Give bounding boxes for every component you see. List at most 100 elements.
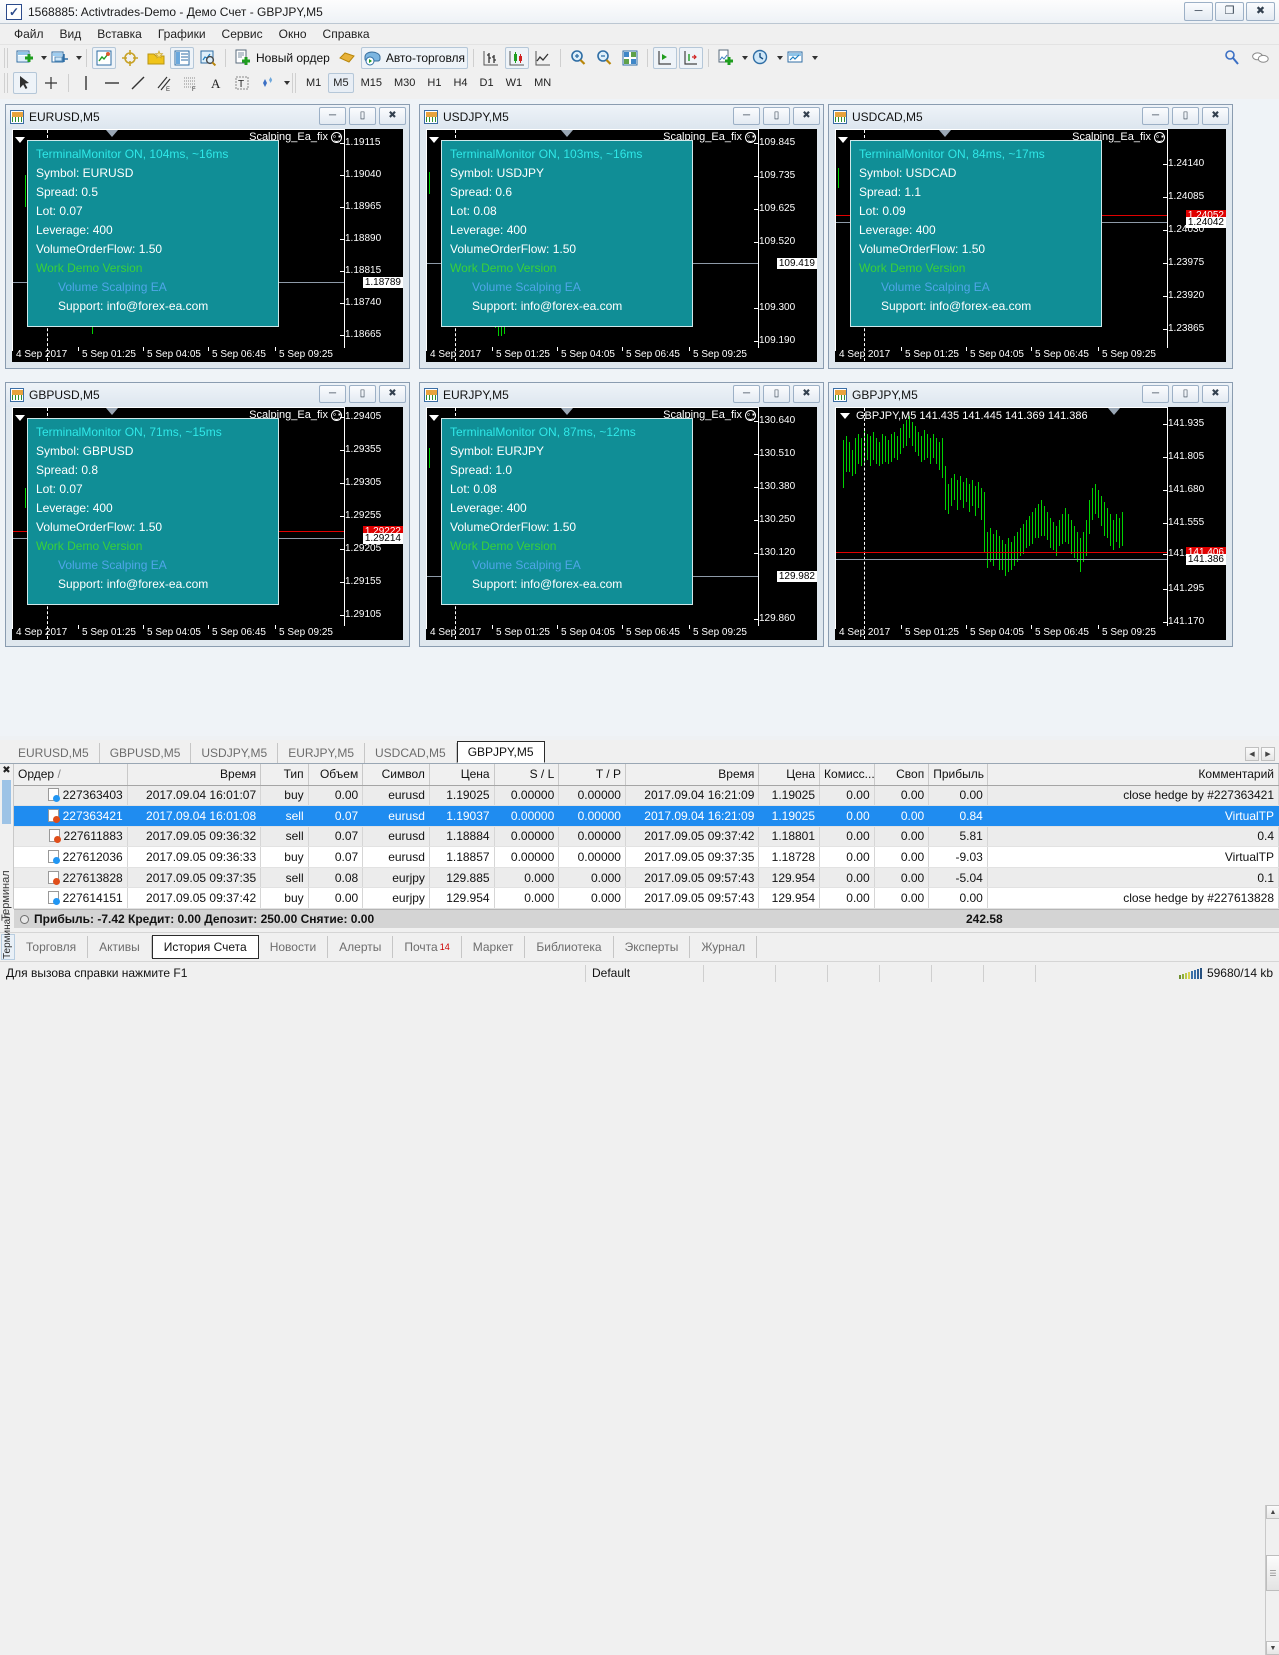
- new-chart-dropdown-icon[interactable]: [41, 55, 47, 60]
- chart-titlebar[interactable]: USDCAD,M5 ─ ▯ ✖: [829, 105, 1232, 129]
- price-scale-eurusd[interactable]: 1.19115 1.19040 1.18965 1.18890 1.18815 …: [339, 129, 403, 362]
- toolbar-grip[interactable]: [4, 47, 10, 68]
- time-scale-usdjpy[interactable]: 4 Sep 2017 5 Sep 01:25 5 Sep 04:05 5 Sep…: [425, 347, 817, 362]
- chart-close-button[interactable]: ✖: [793, 107, 820, 125]
- table-row[interactable]: 227611883 2017.09.05 09:36:32 sell 0.07 euru…: [14, 826, 1279, 848]
- terminal-icon[interactable]: [170, 46, 194, 69]
- tabs-scroll-left-icon[interactable]: ◀: [1245, 747, 1259, 761]
- timeframe-m1[interactable]: M1: [306, 77, 322, 89]
- chart-titlebar[interactable]: USDJPY,M5 ─ ▯ ✖: [420, 105, 823, 129]
- col-commission[interactable]: Комисс...: [819, 764, 875, 786]
- col-price-open[interactable]: Цена: [429, 764, 495, 786]
- col-type[interactable]: Тип: [260, 764, 309, 786]
- col-profit[interactable]: Прибыль: [928, 764, 988, 786]
- menu-help[interactable]: Справка: [322, 27, 370, 41]
- time-scale-usdcad[interactable]: 4 Sep 2017 5 Sep 01:25 5 Sep 04:05 5 Sep…: [834, 347, 1226, 362]
- chart-titlebar[interactable]: EURJPY,M5 ─ ▯ ✖: [420, 383, 823, 407]
- chart-restore-button[interactable]: ▯: [763, 107, 790, 125]
- menu-charts[interactable]: Графики: [157, 27, 206, 41]
- chart-minimize-button[interactable]: ─: [319, 385, 346, 403]
- menu-insert[interactable]: Вставка: [97, 27, 142, 41]
- time-scale-gbpusd[interactable]: 4 Sep 2017 5 Sep 01:25 5 Sep 04:05 5 Sep…: [11, 625, 403, 640]
- chart-close-button[interactable]: ✖: [1202, 385, 1229, 403]
- chart-collapse-icon[interactable]: [15, 137, 25, 143]
- timeframe-w1[interactable]: W1: [505, 77, 523, 89]
- chart-restore-button[interactable]: ▯: [1172, 385, 1199, 403]
- tab-trade[interactable]: Торговля: [15, 935, 89, 958]
- chart-restore-button[interactable]: ▯: [349, 107, 376, 125]
- shapes-icon[interactable]: [256, 72, 280, 94]
- terminal-close-icon[interactable]: ✖: [2, 765, 11, 776]
- zoom-out-icon[interactable]: [592, 47, 616, 69]
- periods-icon[interactable]: [749, 47, 773, 69]
- table-row[interactable]: 227613828 2017.09.05 09:37:35 sell 0.08 eurj…: [14, 867, 1279, 889]
- col-tp[interactable]: T / P: [558, 764, 626, 786]
- tab-experts[interactable]: Эксперты: [614, 935, 691, 958]
- chart-close-button[interactable]: ✖: [379, 107, 406, 125]
- time-scale-eurjpy[interactable]: 4 Sep 2017 5 Sep 01:25 5 Sep 04:05 5 Sep…: [425, 625, 817, 640]
- profiles-icon[interactable]: [48, 47, 72, 69]
- fibonacci-icon[interactable]: F: [178, 72, 202, 94]
- orders-table[interactable]: Ордер / Время Тип Объем Символ Цена S / …: [14, 764, 1279, 909]
- col-price-close[interactable]: Цена: [758, 764, 821, 786]
- tab-assets[interactable]: Активы: [88, 935, 152, 958]
- templates-icon[interactable]: [784, 47, 808, 69]
- table-row[interactable]: 227363403 2017.09.04 16:01:07 buy 0.00 eurus…: [14, 785, 1279, 807]
- chart-canvas-gbpusd[interactable]: _Scalping_Ea_fix TerminalMonitor ON, 71m…: [11, 407, 403, 640]
- price-scale-usdcad[interactable]: 1.24140 1.24085 1.24030 1.23975 1.23920 …: [1162, 129, 1226, 362]
- scroll-thumb[interactable]: ☰: [1266, 1555, 1279, 1591]
- new-order-button[interactable]: Новый ордер: [231, 47, 333, 69]
- tab-market[interactable]: Маркет: [462, 935, 526, 958]
- chart-tab-eurjpy[interactable]: EURJPY,M5: [278, 743, 365, 763]
- price-scale-usdjpy[interactable]: 109.845 109.735 109.625 109.520 109.300 …: [753, 129, 817, 362]
- price-scale-gbpusd[interactable]: 1.29405 1.29355 1.29305 1.29255 1.29205 …: [339, 407, 403, 640]
- text-label-icon[interactable]: T: [230, 72, 254, 94]
- price-scale-eurjpy[interactable]: 130.640 130.510 130.380 130.250 130.120 …: [753, 407, 817, 640]
- indicators-dropdown-icon[interactable]: [742, 55, 749, 60]
- tab-journal[interactable]: Журнал: [690, 935, 758, 958]
- tab-alerts[interactable]: Алерты: [328, 935, 394, 958]
- scroll-down-icon[interactable]: ▼: [1266, 1641, 1279, 1655]
- shift-end-icon[interactable]: [653, 46, 678, 69]
- data-window-icon[interactable]: [144, 47, 168, 69]
- chart-restore-button[interactable]: ▯: [349, 385, 376, 403]
- cursor-icon[interactable]: [13, 72, 37, 94]
- time-scale-eurusd[interactable]: 4 Sep 2017 5 Sep 01:25 5 Sep 04:05 5 Sep…: [11, 347, 403, 362]
- tab-library[interactable]: Библиотека: [525, 935, 614, 958]
- menu-window[interactable]: Окно: [278, 27, 307, 41]
- col-sl[interactable]: S / L: [494, 764, 560, 786]
- chart-tab-gbpusd[interactable]: GBPUSD,M5: [100, 743, 192, 763]
- chart-restore-button[interactable]: ▯: [763, 385, 790, 403]
- chart-window-gbpjpy[interactable]: GBPJPY,M5 ─ ▯ ✖ GBPJPY,M5 141.435 141.44…: [828, 382, 1233, 647]
- tile-windows-icon[interactable]: [618, 47, 642, 69]
- timeframe-h1[interactable]: H1: [427, 77, 442, 89]
- tabs-scroll-right-icon[interactable]: ▶: [1261, 747, 1275, 761]
- timeframe-m5[interactable]: M5: [328, 73, 354, 93]
- zoom-in-icon[interactable]: [566, 47, 590, 69]
- periods-dropdown-icon[interactable]: [777, 55, 784, 60]
- timeframe-h4[interactable]: H4: [453, 77, 468, 89]
- chart-canvas-usdcad[interactable]: _Scalping_Ea_fix TerminalMonitor ON, 84m…: [834, 129, 1226, 362]
- chart-titlebar[interactable]: GBPUSD,M5 ─ ▯ ✖: [6, 383, 409, 407]
- col-swap[interactable]: Своп: [874, 764, 930, 786]
- timeframe-d1[interactable]: D1: [479, 77, 494, 89]
- timeframe-m30[interactable]: M30: [393, 77, 416, 89]
- col-comment[interactable]: Комментарий: [987, 764, 1279, 786]
- chart-minimize-button[interactable]: ─: [1142, 107, 1169, 125]
- chart-canvas-gbpjpy[interactable]: GBPJPY,M5 141.435 141.445 141.369 141.38…: [834, 407, 1226, 640]
- bar-chart-icon[interactable]: [479, 47, 503, 69]
- tab-mailbox[interactable]: Почта 14: [393, 935, 462, 958]
- horizontal-line-icon[interactable]: [100, 72, 124, 94]
- trendline-icon[interactable]: [126, 72, 150, 94]
- equidistant-channel-icon[interactable]: E: [152, 72, 176, 94]
- chart-window-eurjpy[interactable]: EURJPY,M5 ─ ▯ ✖ _Scalping_Ea_fix: [419, 382, 824, 647]
- chart-canvas-eurusd[interactable]: _Scalping_Ea_fix TerminalMonitor ON, 104…: [11, 129, 403, 362]
- chart-minimize-button[interactable]: ─: [733, 107, 760, 125]
- search-icon[interactable]: [1223, 49, 1241, 67]
- menu-view[interactable]: Вид: [59, 27, 82, 41]
- tab-news[interactable]: Новости: [259, 935, 329, 958]
- linebar-grip[interactable]: [4, 73, 10, 93]
- text-icon[interactable]: A: [204, 72, 228, 94]
- chart-close-button[interactable]: ✖: [379, 385, 406, 403]
- chart-collapse-icon[interactable]: [429, 137, 439, 143]
